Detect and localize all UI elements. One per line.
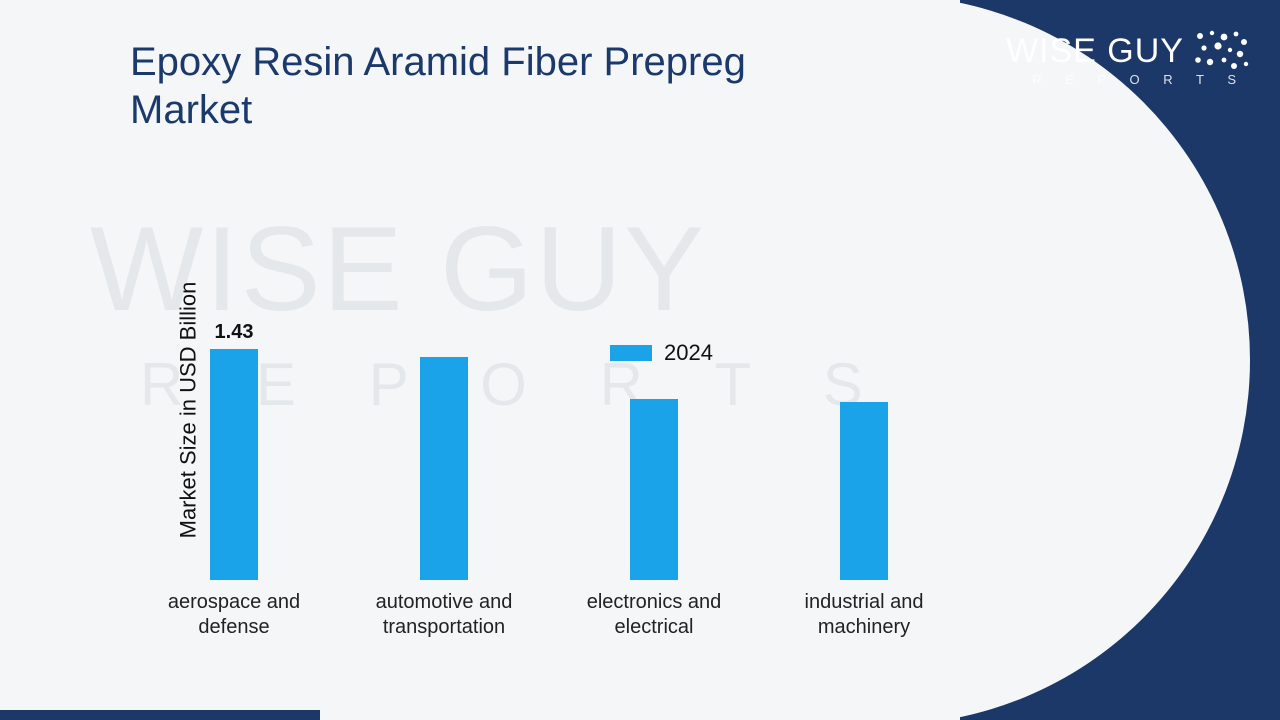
- bar: [630, 399, 678, 580]
- legend: 2024: [610, 340, 713, 366]
- bar: [840, 402, 888, 580]
- logo-dots-icon: [1190, 28, 1250, 74]
- category-label: automotive and transportation: [354, 590, 534, 640]
- chart-area: Market Size in USD Billion 1.43aerospace…: [70, 150, 990, 670]
- category-label: electronics and electrical: [564, 590, 744, 640]
- logo-main: WISE GUY: [1006, 28, 1250, 74]
- bar-group: industrial and machinery: [840, 402, 888, 580]
- bottom-accent-bar: [0, 710, 320, 720]
- bar: [420, 357, 468, 580]
- logo-text: WISE GUY: [1006, 32, 1184, 71]
- legend-swatch: [610, 345, 652, 361]
- brand-logo: WISE GUY R E P O R T S: [1006, 28, 1250, 87]
- bar-group: 1.43aerospace and defense: [210, 349, 258, 580]
- logo-sub: R E P O R T S: [1006, 72, 1250, 87]
- bar: [210, 349, 258, 580]
- category-label: aerospace and defense: [144, 590, 324, 640]
- bar-value-label: 1.43: [215, 321, 254, 344]
- legend-label: 2024: [664, 340, 713, 366]
- page-title: Epoxy Resin Aramid Fiber Prepreg Market: [130, 38, 850, 134]
- category-label: industrial and machinery: [774, 590, 954, 640]
- page-canvas: WISE GUY R E P O R T S WISE GUY R E P O …: [0, 0, 1280, 720]
- plot-area: 1.43aerospace and defense automotive and …: [150, 160, 970, 580]
- bar-group: automotive and transportation: [420, 357, 468, 580]
- bar-group: electronics and electrical: [630, 399, 678, 580]
